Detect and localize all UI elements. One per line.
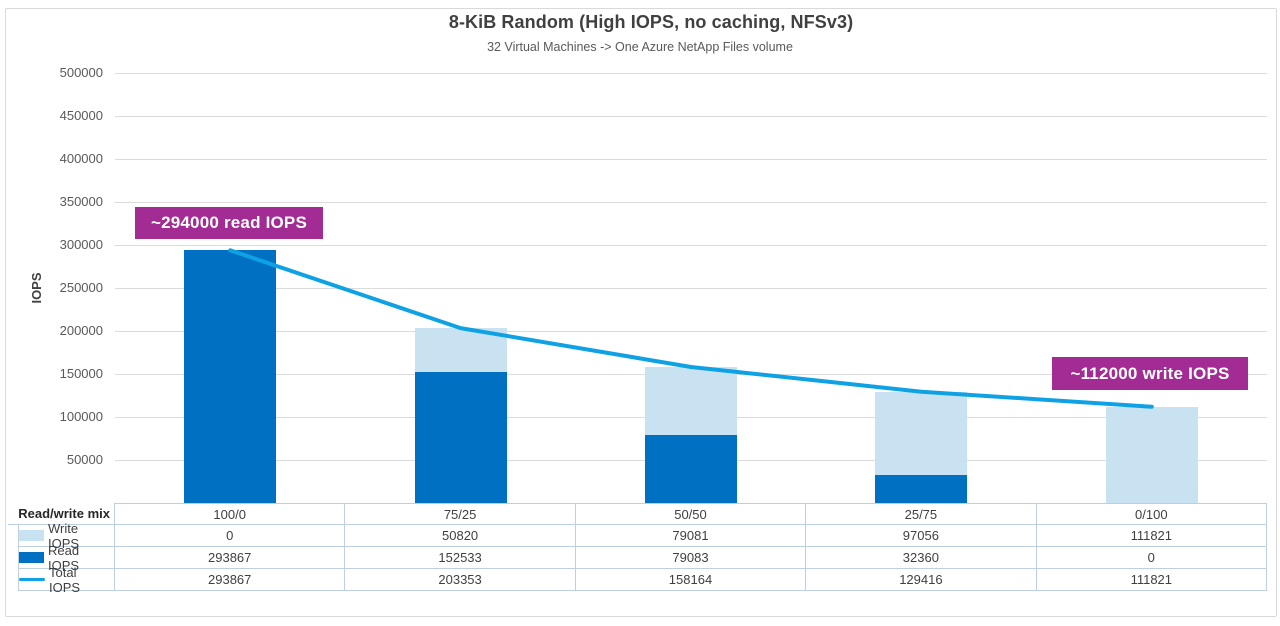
value-cell: 152533	[345, 547, 576, 569]
write-iops-bar-segment	[1105, 406, 1198, 503]
value-cell: 129416	[806, 569, 1037, 591]
legend-cell: Total IOPS	[18, 565, 115, 595]
write-iops-bar-segment	[875, 391, 968, 476]
y-axis-tick-label: 50000	[66, 452, 103, 467]
value-cell: 203353	[345, 569, 576, 591]
value-cell: 97056	[806, 525, 1037, 547]
table-row-header: Read/write mix	[8, 503, 115, 525]
category-header-cell: 100/0	[115, 503, 346, 525]
legend-cell: Read IOPS	[18, 543, 115, 573]
chart-title: 8-KiB Random (High IOPS, no caching, NFS…	[448, 12, 854, 32]
legend-cell: Write IOPS	[18, 521, 115, 551]
value-cell: 0	[115, 525, 346, 547]
chart-outer-border	[5, 8, 1277, 617]
y-axis-tick-label: 250000	[59, 280, 103, 295]
read-iops-annotation: ~294000 read IOPS	[135, 207, 323, 239]
table-row-label: Write IOPS	[48, 520, 80, 551]
y-axis-tick-label: 200000	[59, 323, 103, 338]
category-header-cell: 25/75	[806, 503, 1037, 525]
gridline	[115, 288, 1267, 289]
value-cell: 79081	[575, 525, 807, 547]
value-cell: 111821	[1036, 525, 1267, 547]
read-iops-bar-segment	[414, 371, 507, 503]
category-header-cell: 75/25	[345, 503, 576, 525]
y-axis-tick-label: 500000	[59, 65, 103, 80]
read-iops-bar-segment	[875, 475, 968, 503]
read-iops-legend-swatch	[19, 552, 44, 563]
write-iops-legend-swatch	[19, 530, 44, 541]
value-cell: 293867	[115, 569, 346, 591]
value-cell: 32360	[806, 547, 1037, 569]
category-header-cell: 0/100	[1036, 503, 1267, 525]
y-axis-tick-label: 100000	[59, 409, 103, 424]
table-row-label: Read/write mix	[18, 506, 110, 521]
gridline	[115, 73, 1267, 74]
y-axis-tick-label: 450000	[59, 108, 103, 123]
total-iops-legend-line	[19, 577, 45, 582]
y-axis-tick-label: 150000	[59, 366, 103, 381]
write-iops-bar-segment	[414, 328, 507, 372]
chart-subtitle: 32 Virtual Machines -> One Azure NetApp …	[487, 40, 793, 54]
table-row-label: Total IOPS	[49, 564, 81, 595]
value-cell: 293867	[115, 547, 346, 569]
write-iops-annotation: ~112000 write IOPS	[1052, 357, 1248, 390]
value-cell: 0	[1036, 547, 1267, 569]
value-cell: 158164	[575, 569, 807, 591]
value-cell: 79083	[575, 547, 807, 569]
write-iops-bar-segment	[645, 366, 737, 435]
gridline	[115, 331, 1267, 332]
gridline	[115, 116, 1267, 117]
y-axis-tick-label: 300000	[59, 237, 103, 252]
gridline	[115, 245, 1267, 246]
y-axis-tick-label: 350000	[59, 194, 103, 209]
y-axis-tick-label: 400000	[59, 151, 103, 166]
gridline	[115, 202, 1267, 203]
value-cell: 111821	[1036, 569, 1267, 591]
value-cell: 50820	[345, 525, 576, 547]
read-iops-bar-segment	[184, 250, 277, 503]
table-row-label: Read IOPS	[48, 542, 80, 573]
read-iops-bar-segment	[645, 434, 737, 503]
category-header-cell: 50/50	[575, 503, 807, 525]
gridline	[115, 159, 1267, 160]
